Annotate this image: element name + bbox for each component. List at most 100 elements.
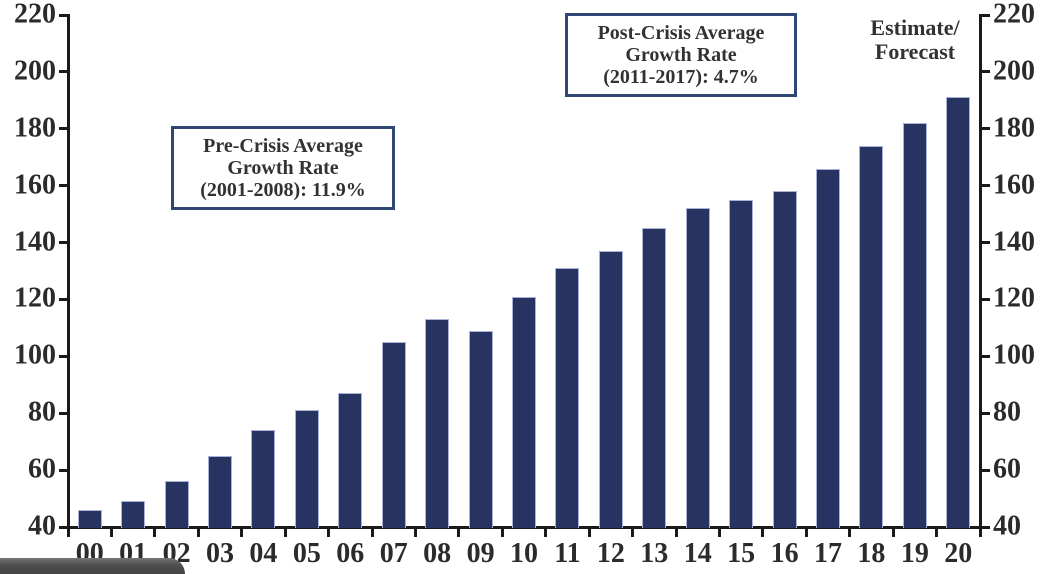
y-tick-label: 180	[993, 112, 1035, 144]
y-tick-label: 100	[993, 339, 1035, 371]
x-tick-mark	[804, 529, 808, 537]
x-tick-mark	[717, 529, 721, 537]
x-tick-label: 18	[857, 538, 886, 569]
x-tick-label: 16	[770, 538, 799, 569]
bar-10	[512, 296, 536, 528]
bar-01	[121, 501, 146, 528]
x-tick-mark	[500, 529, 504, 537]
y-tick-mark	[981, 411, 990, 415]
bar-20	[946, 97, 971, 528]
bar-06	[338, 393, 363, 528]
x-tick-mark	[413, 529, 417, 537]
bar-00	[77, 509, 102, 528]
y-tick-mark	[58, 411, 67, 415]
y-tick-label: 80	[28, 396, 56, 428]
x-tick-mark	[66, 529, 70, 537]
bar-03	[208, 455, 232, 528]
y-tick-label: 60	[993, 453, 1021, 485]
y-tick-mark	[58, 70, 67, 74]
x-tick-mark	[109, 529, 113, 537]
y-tick-mark	[58, 184, 67, 188]
x-tick-label: 08	[423, 538, 452, 569]
y-tick-mark	[981, 70, 990, 74]
bar-13	[642, 228, 667, 528]
x-tick-mark	[544, 529, 548, 537]
y-axis-right	[979, 13, 982, 529]
annotation-text-line: Growth Rate	[625, 44, 737, 66]
bar-19	[902, 123, 927, 528]
x-tick-label: 04	[249, 538, 278, 569]
bottom-left-overlay	[0, 558, 185, 574]
y-tick-label: 60	[28, 453, 56, 485]
y-tick-label: 180	[14, 112, 56, 144]
x-tick-label: 07	[379, 538, 408, 569]
y-tick-mark	[981, 127, 990, 131]
x-tick-mark	[891, 529, 895, 537]
y-tick-label: 120	[993, 282, 1035, 314]
x-tick-mark	[587, 529, 591, 537]
y-tick-mark	[981, 297, 990, 301]
x-tick-mark	[978, 529, 982, 537]
x-tick-label: 03	[206, 538, 234, 569]
y-tick-label: 220	[993, 0, 1035, 30]
bar-15	[729, 199, 754, 528]
x-tick-label: 17	[814, 538, 842, 569]
bar-12	[598, 251, 623, 528]
x-tick-mark	[848, 529, 852, 537]
y-tick-mark	[58, 468, 67, 472]
x-tick-label: 14	[683, 538, 712, 569]
x-tick-mark	[327, 529, 331, 537]
x-tick-mark	[153, 529, 157, 537]
bar-07	[381, 342, 406, 528]
y-tick-mark	[981, 13, 990, 17]
x-tick-mark	[240, 529, 244, 537]
x-tick-label: 12	[596, 538, 625, 569]
x-tick-label: 19	[900, 538, 929, 569]
y-tick-mark	[58, 297, 67, 301]
y-tick-label: 100	[14, 339, 56, 371]
y-tick-label: 140	[993, 225, 1035, 257]
annotation-text-line: Pre-Crisis Average	[203, 135, 363, 157]
y-tick-label: 140	[14, 225, 56, 257]
bar-04	[251, 430, 276, 528]
y-tick-mark	[58, 241, 67, 245]
y-tick-label: 200	[993, 55, 1035, 87]
y-tick-label: 40	[993, 510, 1021, 542]
bar-18	[859, 145, 884, 528]
y-tick-label: 200	[14, 55, 56, 87]
x-tick-mark	[370, 529, 374, 537]
y-axis-left	[67, 13, 70, 529]
annotation-text-line: (2011-2017): 4.7%	[603, 66, 759, 88]
bar-16	[772, 191, 797, 528]
x-tick-label: 11	[554, 538, 581, 569]
y-tick-label: 80	[993, 396, 1021, 428]
x-tick-mark	[631, 529, 635, 537]
x-tick-label: 20	[944, 538, 973, 569]
estimate-forecast-line: Forecast	[874, 39, 956, 64]
x-tick-mark	[283, 529, 287, 537]
bar-14	[685, 208, 710, 528]
y-tick-mark	[58, 13, 67, 17]
y-tick-label: 120	[14, 282, 56, 314]
annotation-text-line: Post-Crisis Average	[597, 22, 765, 44]
x-tick-label: 09	[466, 538, 495, 569]
estimate-forecast-line: Estimate/	[870, 15, 960, 40]
x-tick-mark	[457, 529, 461, 537]
bar-11	[555, 268, 580, 528]
bar-02	[164, 481, 189, 528]
x-tick-mark	[761, 529, 765, 537]
y-tick-mark	[58, 127, 67, 131]
y-tick-mark	[981, 184, 990, 188]
x-tick-label: 15	[727, 538, 756, 569]
y-tick-label: 40	[28, 510, 56, 542]
y-tick-mark	[58, 354, 67, 358]
pre-crisis-annotation-box: Pre-Crisis Average Growth Rate (2001-200…	[171, 126, 395, 210]
y-tick-label: 160	[993, 169, 1035, 201]
x-tick-mark	[935, 529, 939, 537]
annotation-text-line: Growth Rate	[227, 157, 339, 179]
x-tick-label: 06	[336, 538, 365, 569]
y-tick-mark	[981, 241, 990, 245]
y-tick-mark	[981, 525, 990, 529]
y-tick-mark	[981, 354, 990, 358]
